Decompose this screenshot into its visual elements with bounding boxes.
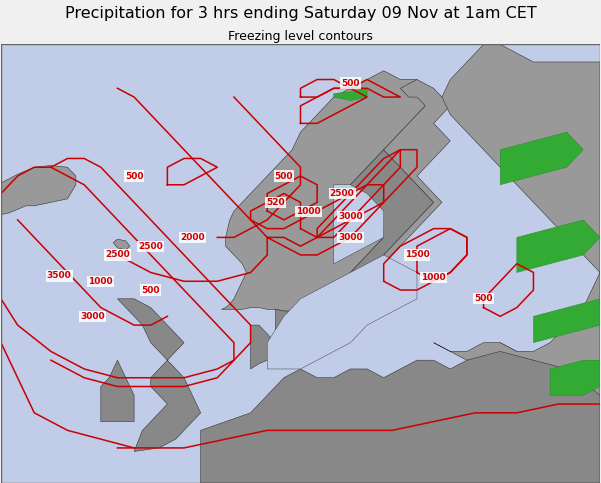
Text: Freezing level contours: Freezing level contours [228,30,373,43]
Polygon shape [334,88,367,100]
Polygon shape [334,185,383,264]
Polygon shape [251,325,284,369]
Text: 3000: 3000 [338,233,363,242]
Polygon shape [267,255,417,369]
Text: 500: 500 [474,294,493,303]
Polygon shape [550,360,600,395]
Polygon shape [201,342,600,483]
Polygon shape [0,166,76,214]
Text: 3000: 3000 [80,312,105,321]
Text: Precipitation for 3 hrs ending Saturday 09 Nov at 1am CET: Precipitation for 3 hrs ending Saturday … [65,6,536,21]
Text: 3500: 3500 [47,271,72,281]
Polygon shape [517,220,600,272]
Polygon shape [350,80,450,290]
Polygon shape [221,71,433,311]
Polygon shape [114,239,130,250]
Polygon shape [534,299,600,342]
Text: 500: 500 [275,171,293,181]
Text: 3000: 3000 [338,212,363,221]
Text: 2500: 2500 [330,189,355,198]
Text: 1500: 1500 [404,251,429,259]
Polygon shape [117,299,201,452]
Text: 1000: 1000 [421,273,446,282]
Text: 2500: 2500 [105,251,130,259]
Polygon shape [500,132,584,185]
Text: 500: 500 [125,171,144,181]
Text: 500: 500 [141,285,160,295]
Text: 1000: 1000 [296,207,321,215]
Text: 2000: 2000 [180,233,205,242]
Text: 2500: 2500 [138,242,163,251]
Polygon shape [275,150,433,353]
Polygon shape [101,360,134,422]
Text: 1000: 1000 [88,277,113,286]
Text: 500: 500 [341,79,359,87]
Text: 520: 520 [266,198,285,207]
Polygon shape [433,44,600,395]
